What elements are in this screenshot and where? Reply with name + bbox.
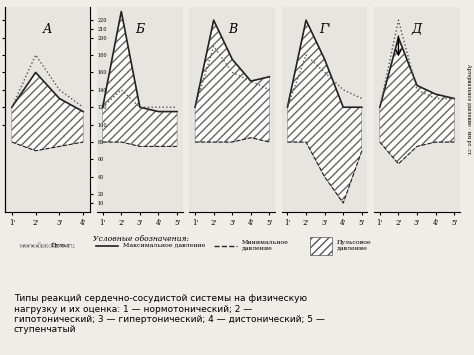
Text: А: А	[43, 23, 52, 37]
Y-axis label: Артериальное давление · мм рт. ст.: Артериальное давление · мм рт. ст.	[466, 64, 471, 155]
Text: Условные обозначения:: Условные обозначения:	[93, 235, 189, 244]
Text: Минимальное
давление: Минимальное давление	[241, 240, 288, 251]
Text: Пульсовое
давление: Пульсовое давление	[337, 240, 372, 251]
Text: www.fiziolive.ru: www.fiziolive.ru	[18, 242, 75, 250]
Text: Максимальное давление: Максимальное давление	[123, 243, 205, 248]
Text: Г': Г'	[319, 23, 330, 37]
Text: Д: Д	[412, 23, 422, 37]
Text: Б: Б	[135, 23, 145, 37]
FancyBboxPatch shape	[310, 237, 332, 255]
Text: Типы реакций сердечно-сосудистой системы на физическую
нагрузку и их оценка: 1 —: Типы реакций сердечно-сосудистой системы…	[14, 294, 325, 334]
Text: Пульс: Пульс	[50, 243, 70, 248]
Text: В: В	[228, 23, 237, 37]
